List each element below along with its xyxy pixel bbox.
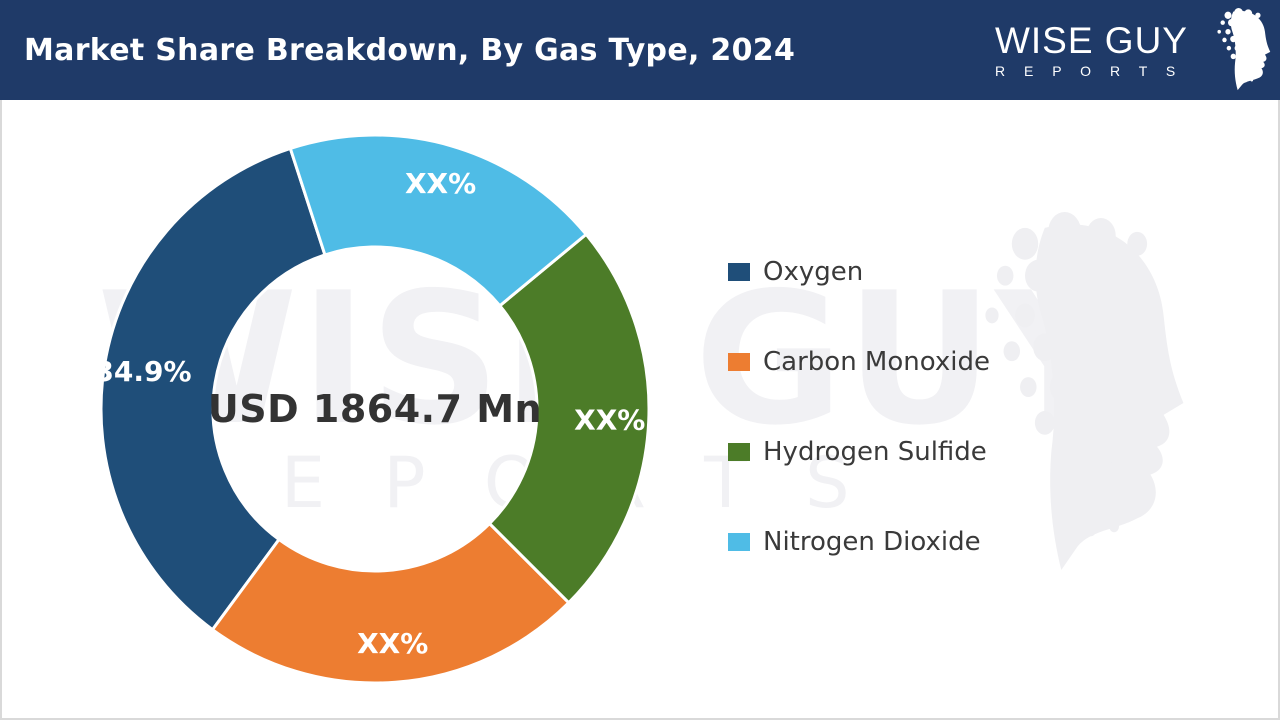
legend-label-hydrogen-sulfide: Hydrogen Sulfide	[763, 437, 987, 467]
legend-item-oxygen: Oxygen	[728, 255, 990, 289]
legend-item-hydrogen-sulfide: Hydrogen Sulfide	[728, 435, 990, 469]
logo-reports-text: R E P O R T S	[994, 62, 1183, 79]
chart-legend: Oxygen Carbon Monoxide Hydrogen Sulfide Nit…	[728, 255, 990, 615]
wiseguy-logo: WISE GUY R E P O R T S	[995, 8, 1272, 92]
legend-swatch-hydrogen-sulfide	[728, 443, 750, 461]
legend-label-oxygen: Oxygen	[763, 257, 864, 287]
chart-area: WISE GUY R E P O R T S	[0, 100, 1280, 720]
header-bar: Market Share Breakdown, By Gas Type, 202…	[0, 0, 1280, 100]
page-title: Market Share Breakdown, By Gas Type, 202…	[24, 32, 796, 68]
legend-swatch-nitrogen-dioxide	[728, 533, 750, 551]
legend-label-carbon-monoxide: Carbon Monoxide	[763, 347, 990, 377]
legend-item-carbon-monoxide: Carbon Monoxide	[728, 345, 990, 379]
legend-label-nitrogen-dioxide: Nitrogen Dioxide	[763, 527, 981, 557]
legend-item-nitrogen-dioxide: Nitrogen Dioxide	[728, 525, 990, 559]
donut-center-value: USD 1864.7 Mn	[207, 387, 543, 431]
logo-face-icon	[1184, 8, 1272, 92]
legend-swatch-carbon-monoxide	[728, 353, 750, 371]
logo-wordmark: WISE GUY	[994, 19, 1188, 61]
logo-text: WISE GUY R E P O R T S	[995, 22, 1188, 79]
watermark-face-icon	[860, 212, 1190, 578]
legend-swatch-oxygen	[728, 263, 750, 281]
